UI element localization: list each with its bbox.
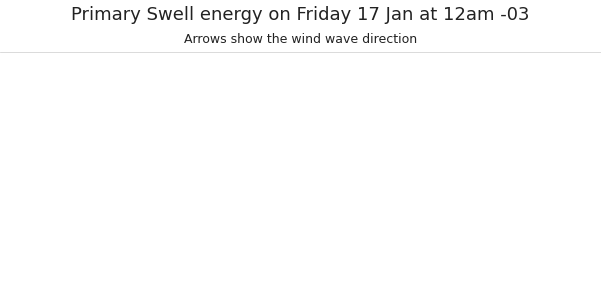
Text: Arrows show the wind wave direction: Arrows show the wind wave direction (184, 33, 417, 46)
Text: Primary Swell energy on Friday 17 Jan at 12am -03: Primary Swell energy on Friday 17 Jan at… (72, 6, 529, 24)
Text: Cartopy not available: Cartopy not available (225, 167, 376, 181)
